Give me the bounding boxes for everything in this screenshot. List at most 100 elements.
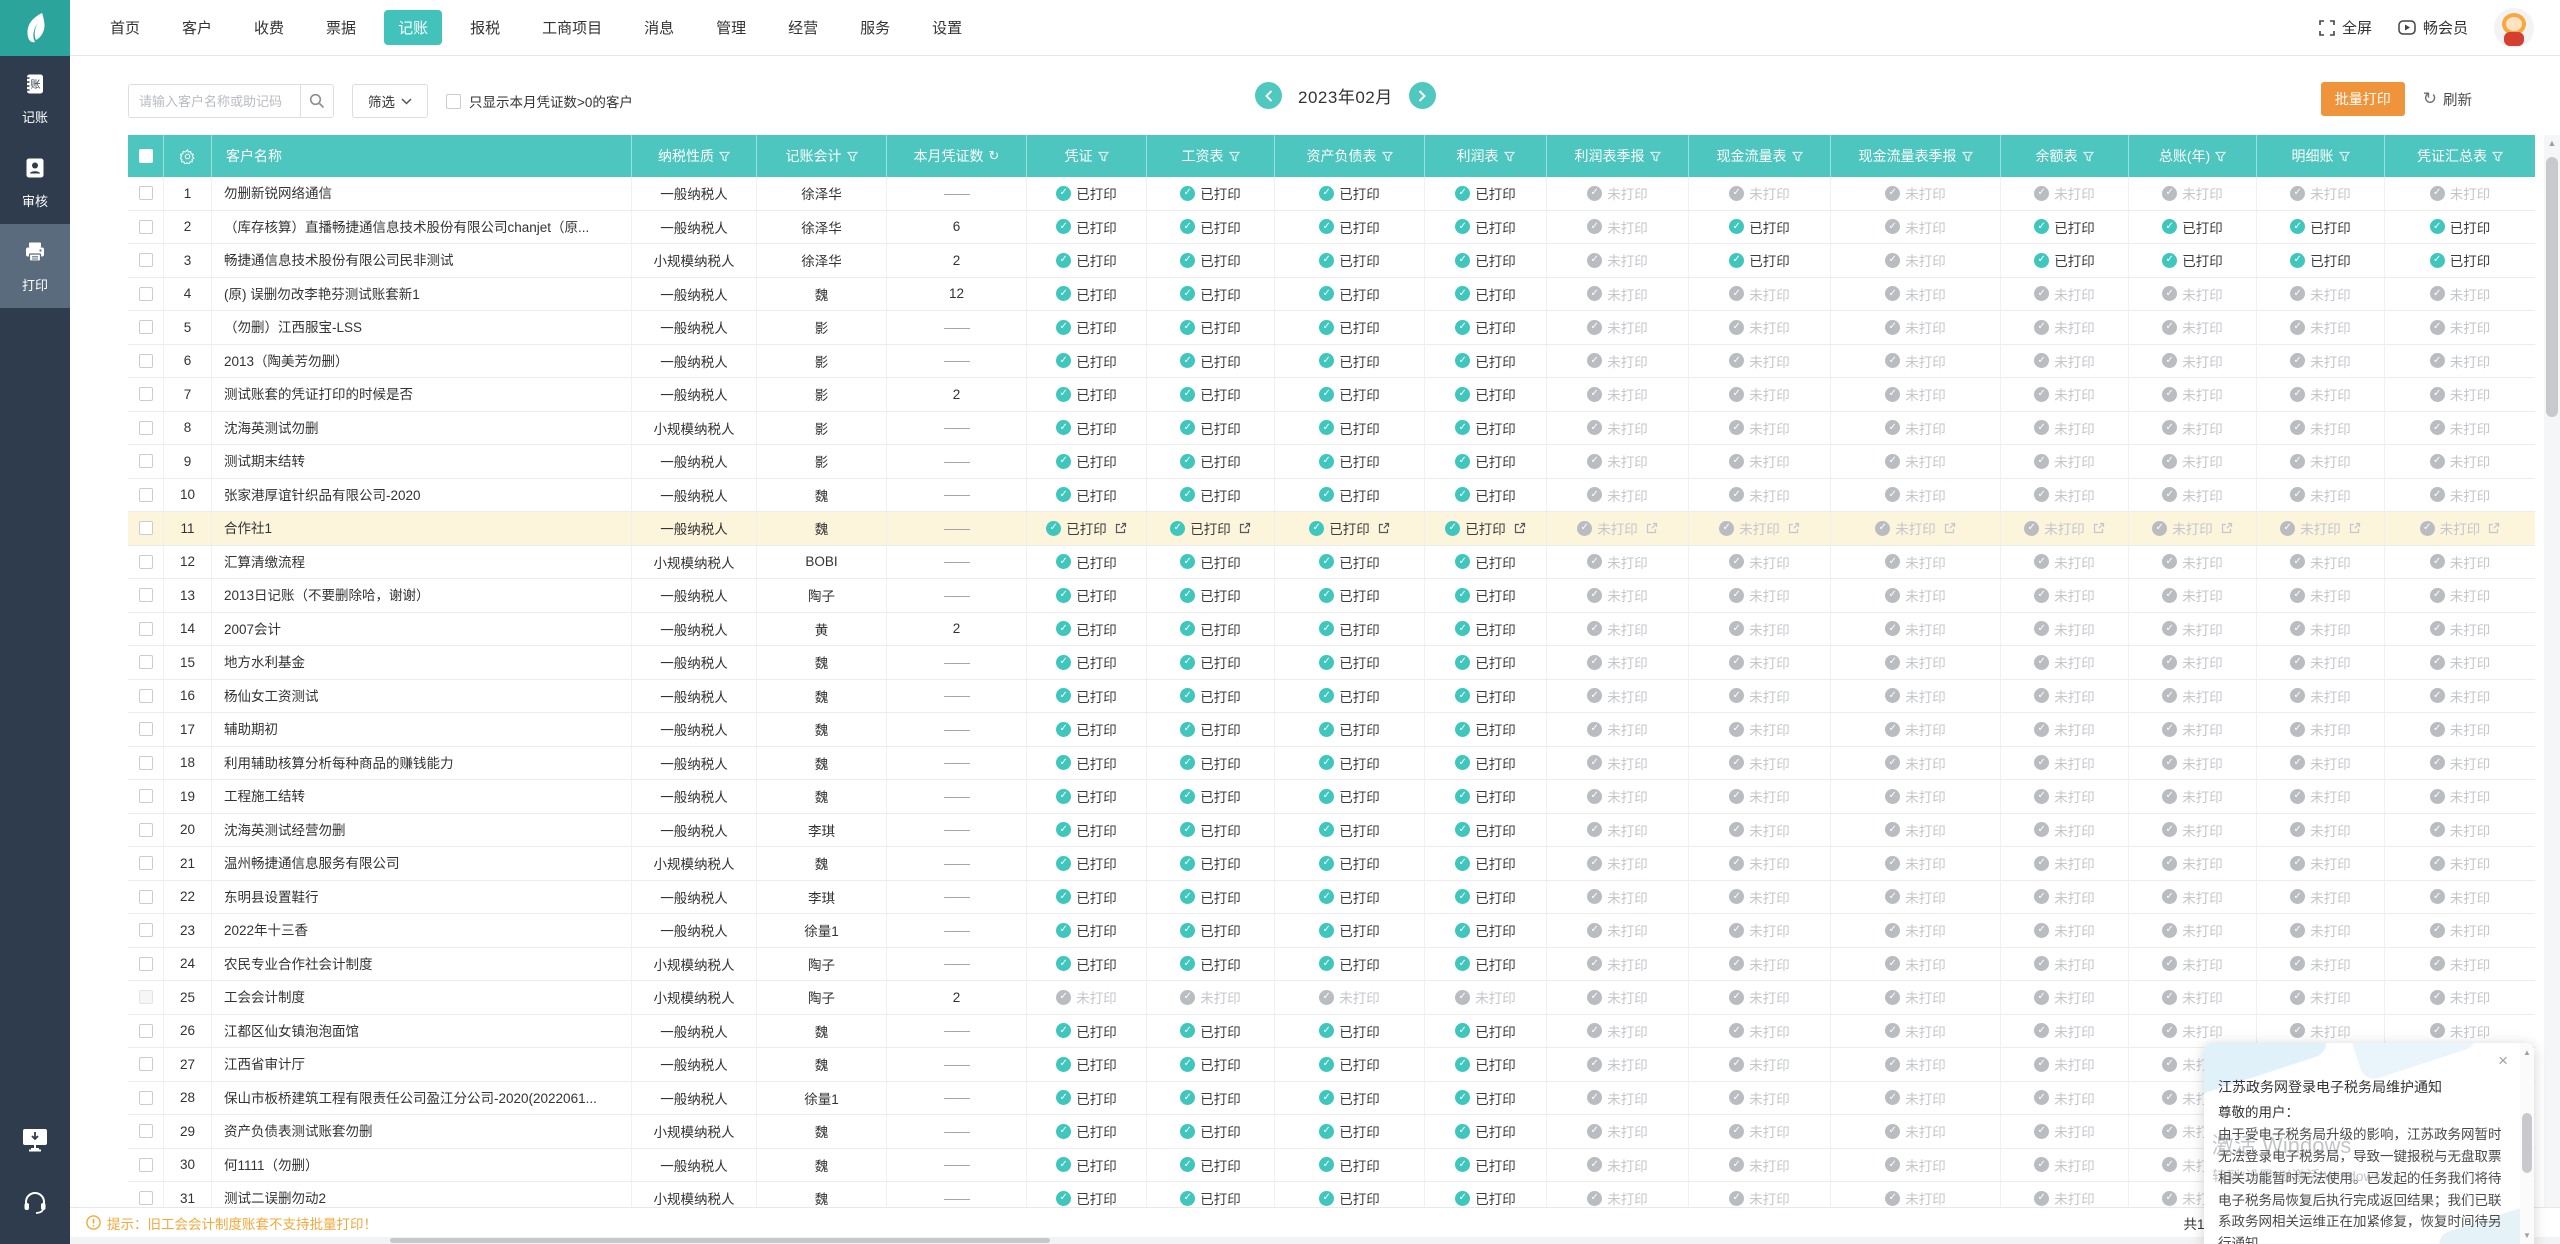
- nav-item-7[interactable]: 工商项目: [542, 20, 603, 37]
- table-row[interactable]: 28 保山市板桥建筑工程有限责任公司盈江分公司-2020(2022061... 一般…: [128, 1081, 2535, 1115]
- popup-scrollbar-thumb[interactable]: [2522, 1113, 2532, 1173]
- row-checkbox[interactable]: [138, 655, 153, 670]
- table-row[interactable]: 12 汇算清缴流程 小规模纳税人 BOBI —— ✓ 已打印 ✓ 已打印 ✓ 已打印 ✓ 已打印 ✓ 未打印…: [128, 545, 2535, 579]
- nav-item-10[interactable]: 经营: [788, 20, 819, 37]
- row-checkbox[interactable]: [138, 923, 153, 938]
- customer-name[interactable]: 何1111（勿删）: [212, 1148, 632, 1181]
- row-checkbox[interactable]: [138, 286, 153, 301]
- table-row[interactable]: 16 杨仙女工资测试 一般纳税人魏 —— ✓ 已打印 ✓ 已打印 ✓ 已打印 ✓ 已打印 ✓ 未打印 ✓ 未打…: [128, 679, 2535, 713]
- table-row[interactable]: 3 畅捷通信息技术股份有限公司民非测试 小规模纳税人 徐泽华 2 ✓ 已打印 ✓ 已打印 ✓ 已打印…: [128, 244, 2535, 278]
- table-row[interactable]: 19 工程施工结转 一般纳税人魏 —— ✓ 已打印 ✓ 已打印 ✓ 已打印 ✓ 已打印 ✓ 未打印 ✓ 未打印…: [128, 780, 2535, 814]
- nav-item-5[interactable]: 记账: [384, 10, 443, 45]
- customer-name[interactable]: 2007会计: [212, 612, 632, 645]
- row-checkbox[interactable]: [138, 420, 153, 435]
- table-row[interactable]: 25 工会会计制度 小规模纳税人 陶子 2 ✓ 未打印 ✓ 未打印 ✓ 未打印 ✓ 未打印 ✓ 未打印 ✓ 未打…: [128, 981, 2535, 1015]
- nav-item-4[interactable]: 票据: [326, 20, 357, 37]
- customer-name[interactable]: 保山市板桥建筑工程有限责任公司盈江分公司-2020(2022061...: [212, 1081, 632, 1114]
- filter-funnel-icon[interactable]: [2215, 151, 2227, 162]
- filter-funnel-icon[interactable]: [2338, 151, 2350, 162]
- open-report-link-icon[interactable]: [1514, 522, 1526, 534]
- row-checkbox[interactable]: [138, 1124, 153, 1139]
- open-report-link-icon[interactable]: [2221, 522, 2233, 534]
- popup-close-icon[interactable]: ×: [2498, 1051, 2508, 1070]
- customer-name[interactable]: 测试账套的凭证打印的时候是否: [212, 378, 632, 411]
- table-row[interactable]: 31 测试二误删勿动2 小规模纳税人魏 —— ✓ 已打印 ✓ 已打印 ✓ 已打印 ✓ 已打印 ✓ 未打印 ✓…: [128, 1182, 2535, 1207]
- row-checkbox[interactable]: [138, 822, 153, 837]
- table-row[interactable]: 22 东明县设置鞋行 一般纳税人 李琪 —— ✓ 已打印 ✓ 已打印 ✓ 已打印 ✓ 已打印 ✓ 未打印 ✓ 未…: [128, 880, 2535, 914]
- filter-funnel-icon[interactable]: [1961, 151, 1973, 162]
- table-row[interactable]: 13 2013日记账（不要删除哈，谢谢） 一般纳税人 陶子 —— ✓ 已打印 ✓ 已打印 ✓ 已打印…: [128, 579, 2535, 613]
- open-report-link-icon[interactable]: [2093, 522, 2105, 534]
- customer-name[interactable]: 东明县设置鞋行: [212, 880, 632, 913]
- customer-name[interactable]: 张家港厚谊针织品有限公司-2020: [212, 478, 632, 511]
- nav-item-3[interactable]: 收费: [254, 20, 285, 37]
- filter-funnel-icon[interactable]: [1097, 151, 1109, 162]
- table-row[interactable]: 9 测试期末结转 一般纳税人影 —— ✓ 已打印 ✓ 已打印 ✓ 已打印 ✓ 已打印 ✓ 未打印 ✓ 未打印 ✓…: [128, 445, 2535, 479]
- table-row[interactable]: 2 （库存核算）直播畅捷通信息技术股份有限公司chanjet（原... 一般纳税人徐…: [128, 210, 2535, 244]
- row-checkbox[interactable]: [138, 1023, 153, 1038]
- chanjet-leaf-logo[interactable]: [0, 0, 70, 56]
- customer-name[interactable]: （库存核算）直播畅捷通信息技术股份有限公司chanjet（原...: [212, 210, 632, 243]
- filter-funnel-icon[interactable]: [2492, 151, 2503, 162]
- open-report-link-icon[interactable]: [1378, 522, 1390, 534]
- row-checkbox[interactable]: [138, 1057, 153, 1072]
- customer-name[interactable]: 工会会计制度: [212, 981, 632, 1014]
- row-checkbox[interactable]: [138, 621, 153, 636]
- customer-name[interactable]: 农民专业合作社会计制度: [212, 947, 632, 980]
- table-row[interactable]: 4 (原) 误删勿改李艳芬测试账套新1 一般纳税人魏 12 ✓ 已打印 ✓ 已打印 ✓ 已打印 ✓ 已…: [128, 277, 2535, 311]
- row-checkbox[interactable]: [138, 1157, 153, 1172]
- sidebar-item-记账[interactable]: 账记账: [0, 56, 70, 140]
- row-checkbox[interactable]: [138, 889, 153, 904]
- vertical-scrollbar-thumb[interactable]: [2546, 157, 2558, 417]
- sidebar-item-审核[interactable]: 审核: [0, 140, 70, 224]
- customer-name[interactable]: 杨仙女工资测试: [212, 679, 632, 712]
- customer-name[interactable]: 江西省审计厅: [212, 1048, 632, 1081]
- table-row[interactable]: 20 沈海英测试经营勿删 一般纳税人 李琪 —— ✓ 已打印 ✓ 已打印 ✓ 已打印 ✓ 已打印 ✓ 未打印…: [128, 813, 2535, 847]
- customer-name[interactable]: 工程施工结转: [212, 780, 632, 813]
- table-row[interactable]: 30 何1111（勿删） 一般纳税人魏 —— ✓ 已打印 ✓ 已打印 ✓ 已打印 ✓ 已打印 ✓ 未打印 ✓…: [128, 1148, 2535, 1182]
- customer-name[interactable]: 江都区仙女镇泡泡面馆: [212, 1014, 632, 1047]
- table-row[interactable]: 29 资产负债表测试账套勿删 小规模纳税人魏 —— ✓ 已打印 ✓ 已打印 ✓ 已打印 ✓ 已打印 ✓ 未…: [128, 1115, 2535, 1149]
- table-row[interactable]: 26 江都区仙女镇泡泡面馆 一般纳税人魏 —— ✓ 已打印 ✓ 已打印 ✓ 已打印 ✓ 已打印 ✓ 未打印…: [128, 1014, 2535, 1048]
- nav-item-9[interactable]: 管理: [716, 20, 747, 37]
- customer-name[interactable]: 2013日记账（不要删除哈，谢谢）: [212, 579, 632, 612]
- open-report-link-icon[interactable]: [1944, 522, 1956, 534]
- customer-name[interactable]: 温州畅捷通信息服务有限公司: [212, 847, 632, 880]
- table-row[interactable]: 17 辅助期初 一般纳税人魏 —— ✓ 已打印 ✓ 已打印 ✓ 已打印 ✓ 已打印 ✓ 未打印 ✓ 未打印 ✓ 未…: [128, 713, 2535, 747]
- vertical-scrollbar[interactable]: ▲ ▼: [2544, 135, 2560, 1244]
- horizontal-scrollbar[interactable]: [70, 1237, 2560, 1244]
- row-checkbox[interactable]: [138, 387, 153, 402]
- table-row[interactable]: 7 测试账套的凭证打印的时候是否 一般纳税人影 2 ✓ 已打印 ✓ 已打印 ✓ 已打印 ✓ 已打印 ✓ 未…: [128, 378, 2535, 412]
- row-checkbox[interactable]: [138, 554, 153, 569]
- nav-item-2[interactable]: 客户: [182, 20, 213, 37]
- filter-funnel-icon[interactable]: [1503, 151, 1515, 162]
- filter-funnel-icon[interactable]: [846, 151, 858, 162]
- customer-name[interactable]: 沈海英测试经营勿删: [212, 813, 632, 846]
- table-row[interactable]: 1 勿删新锐网络通信 一般纳税人 徐泽华 —— ✓ 已打印 ✓ 已打印 ✓ 已打印 ✓ 已打印 ✓ 未打印 ✓…: [128, 177, 2535, 211]
- nav-item-12[interactable]: 设置: [932, 20, 963, 37]
- open-report-link-icon[interactable]: [1115, 522, 1127, 534]
- table-row[interactable]: 11 合作社1 一般纳税人魏 —— ✓ 已打印 ✓ 已打印 ✓ 已打印 ✓ 已打印 ✓ 未打印 ✓ 未打印 ✓ 未…: [128, 512, 2535, 546]
- open-report-link-icon[interactable]: [1646, 522, 1658, 534]
- gear-icon[interactable]: [180, 148, 195, 164]
- filter-funnel-icon[interactable]: [719, 151, 730, 162]
- table-row[interactable]: 18 利用辅助核算分析每种商品的赚钱能力 一般纳税人魏 —— ✓ 已打印 ✓ 已打印 ✓ 已打印 ✓…: [128, 746, 2535, 780]
- row-checkbox[interactable]: [138, 588, 153, 603]
- client-download-icon[interactable]: [22, 1128, 48, 1155]
- batch-print-button[interactable]: 批量打印: [2320, 82, 2405, 116]
- refresh-button[interactable]: ↻ 刷新: [2423, 89, 2472, 110]
- open-report-link-icon[interactable]: [1788, 522, 1800, 534]
- row-checkbox[interactable]: [138, 487, 153, 502]
- horizontal-scrollbar-thumb[interactable]: [390, 1238, 1050, 1243]
- row-checkbox[interactable]: [138, 1191, 153, 1206]
- customer-name[interactable]: （勿删）江西服宝-LSS: [212, 311, 632, 344]
- customer-name[interactable]: 利用辅助核算分析每种商品的赚钱能力: [212, 746, 632, 779]
- filter-funnel-icon[interactable]: [1381, 151, 1393, 162]
- table-row[interactable]: 15 地方水利基金 一般纳税人魏 —— ✓ 已打印 ✓ 已打印 ✓ 已打印 ✓ 已打印 ✓ 未打印 ✓ 未打印…: [128, 646, 2535, 680]
- sidebar-item-打印[interactable]: 打印: [0, 224, 70, 308]
- customer-name[interactable]: 勿删新锐网络通信: [212, 177, 632, 210]
- filter-funnel-icon[interactable]: [1228, 151, 1240, 162]
- row-checkbox[interactable]: [138, 688, 153, 703]
- user-avatar[interactable]: [2494, 7, 2534, 48]
- member-button[interactable]: 畅会员: [2398, 17, 2468, 38]
